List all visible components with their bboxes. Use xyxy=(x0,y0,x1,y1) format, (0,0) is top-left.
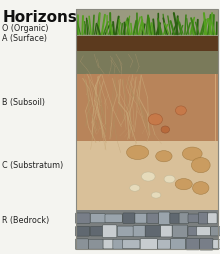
FancyBboxPatch shape xyxy=(103,225,117,237)
FancyBboxPatch shape xyxy=(161,226,172,237)
Bar xyxy=(76,210,218,249)
FancyBboxPatch shape xyxy=(172,225,188,237)
Ellipse shape xyxy=(148,114,163,125)
FancyBboxPatch shape xyxy=(198,213,208,224)
FancyBboxPatch shape xyxy=(186,239,200,250)
FancyBboxPatch shape xyxy=(123,213,135,224)
Ellipse shape xyxy=(192,182,209,194)
Bar xyxy=(214,74,215,141)
FancyBboxPatch shape xyxy=(211,227,220,236)
Ellipse shape xyxy=(141,172,155,181)
Bar xyxy=(215,74,216,141)
Text: R (Bedrock): R (Bedrock) xyxy=(2,216,50,225)
FancyBboxPatch shape xyxy=(75,226,90,236)
Bar xyxy=(215,74,216,141)
Bar xyxy=(215,74,216,141)
FancyBboxPatch shape xyxy=(103,240,113,249)
Ellipse shape xyxy=(175,179,192,190)
Ellipse shape xyxy=(130,185,140,191)
FancyBboxPatch shape xyxy=(90,227,103,236)
Ellipse shape xyxy=(191,157,210,173)
Bar xyxy=(215,74,216,141)
Bar xyxy=(215,74,216,141)
FancyBboxPatch shape xyxy=(170,239,186,250)
Bar xyxy=(76,141,218,210)
Text: C (Substratum): C (Substratum) xyxy=(2,161,63,170)
Bar xyxy=(76,9,218,249)
Ellipse shape xyxy=(156,151,172,162)
FancyBboxPatch shape xyxy=(117,226,133,236)
FancyBboxPatch shape xyxy=(208,213,217,224)
Bar xyxy=(215,74,216,141)
FancyBboxPatch shape xyxy=(170,213,180,223)
FancyBboxPatch shape xyxy=(105,214,122,223)
Bar xyxy=(76,36,218,51)
FancyBboxPatch shape xyxy=(188,214,199,223)
Bar xyxy=(215,74,216,141)
FancyBboxPatch shape xyxy=(113,239,123,249)
Bar xyxy=(76,74,218,141)
Ellipse shape xyxy=(176,106,186,115)
Bar xyxy=(215,74,216,141)
FancyBboxPatch shape xyxy=(145,226,161,237)
Ellipse shape xyxy=(164,175,175,183)
FancyBboxPatch shape xyxy=(188,227,197,236)
FancyBboxPatch shape xyxy=(159,212,170,224)
FancyBboxPatch shape xyxy=(197,227,210,236)
FancyBboxPatch shape xyxy=(179,213,189,224)
Text: A (Surface): A (Surface) xyxy=(2,34,47,43)
FancyBboxPatch shape xyxy=(133,226,146,237)
FancyBboxPatch shape xyxy=(140,239,157,250)
Text: O (Organic): O (Organic) xyxy=(2,24,49,33)
FancyBboxPatch shape xyxy=(88,239,103,249)
Ellipse shape xyxy=(151,192,161,198)
Text: B (Subsoil): B (Subsoil) xyxy=(2,98,45,107)
Bar xyxy=(215,74,216,141)
FancyBboxPatch shape xyxy=(90,214,105,223)
FancyBboxPatch shape xyxy=(75,213,90,224)
FancyBboxPatch shape xyxy=(75,239,88,249)
FancyBboxPatch shape xyxy=(213,240,220,249)
Ellipse shape xyxy=(161,126,170,133)
FancyBboxPatch shape xyxy=(158,239,170,249)
FancyBboxPatch shape xyxy=(123,240,140,249)
FancyBboxPatch shape xyxy=(147,213,159,223)
Bar xyxy=(215,74,216,141)
Bar xyxy=(214,74,215,141)
Bar xyxy=(215,74,216,141)
Text: Horizons: Horizons xyxy=(2,10,77,25)
Ellipse shape xyxy=(182,147,202,160)
FancyBboxPatch shape xyxy=(200,238,213,250)
Bar xyxy=(76,9,218,36)
Ellipse shape xyxy=(126,145,149,160)
FancyBboxPatch shape xyxy=(135,213,147,223)
Bar xyxy=(76,51,218,74)
Bar xyxy=(215,74,216,141)
